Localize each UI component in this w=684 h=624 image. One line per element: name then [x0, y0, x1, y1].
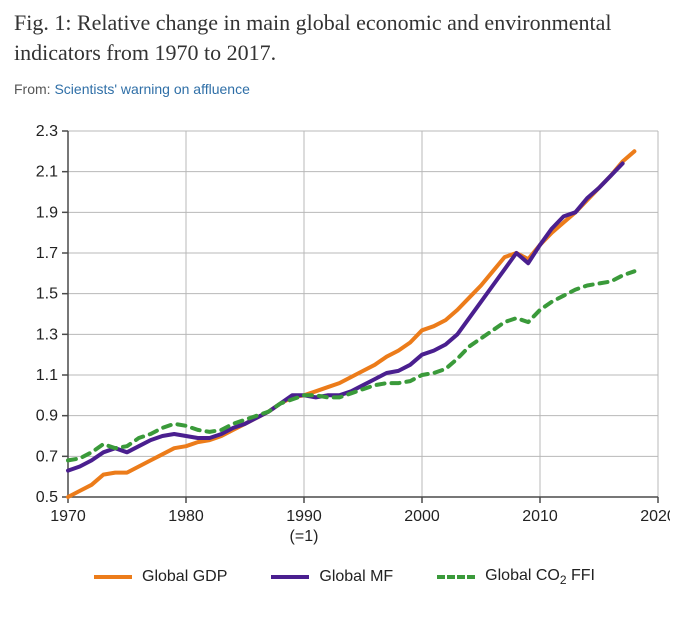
legend-swatch-gdp [94, 575, 132, 579]
from-prefix: From: [14, 81, 54, 97]
chart-svg: 0.5 0.7 0.9 1.1 1.3 1.5 1.7 1.9 2.1 2.3 1970 1980 19… [14, 123, 670, 553]
svg-text:0.7: 0.7 [36, 449, 58, 466]
svg-text:(=1): (=1) [290, 528, 319, 545]
source-link[interactable]: Scientists' warning on affluence [54, 81, 249, 97]
svg-text:1.9: 1.9 [36, 205, 58, 222]
legend-label-co2: Global CO2 FFI [485, 567, 595, 587]
svg-text:1980: 1980 [168, 508, 204, 525]
svg-text:0.5: 0.5 [36, 489, 58, 506]
svg-text:1990: 1990 [286, 508, 322, 525]
legend-swatch-mf [271, 575, 309, 579]
legend-swatch-co2 [437, 575, 475, 579]
line-chart: 0.5 0.7 0.9 1.1 1.3 1.5 1.7 1.9 2.1 2.3 1970 1980 19… [14, 123, 670, 553]
figure-title: Fig. 1: Relative change in main global e… [14, 8, 654, 67]
svg-text:2000: 2000 [404, 508, 440, 525]
svg-text:2.1: 2.1 [36, 164, 58, 181]
svg-text:2010: 2010 [522, 508, 558, 525]
svg-text:1.1: 1.1 [36, 367, 58, 384]
chart-legend: Global GDP Global MF Global CO2 FFI [14, 567, 670, 587]
svg-text:2.3: 2.3 [36, 123, 58, 140]
svg-text:2020: 2020 [640, 508, 670, 525]
svg-text:1.5: 1.5 [36, 286, 58, 303]
legend-label-mf: Global MF [319, 568, 393, 586]
legend-item-co2: Global CO2 FFI [437, 567, 595, 587]
figure-container: Fig. 1: Relative change in main global e… [0, 0, 684, 604]
legend-label-gdp: Global GDP [142, 568, 227, 586]
legend-item-mf: Global MF [271, 568, 393, 586]
svg-text:1.3: 1.3 [36, 327, 58, 344]
svg-text:1.7: 1.7 [36, 245, 58, 262]
svg-text:1970: 1970 [50, 508, 86, 525]
figure-source: From: Scientists' warning on affluence [14, 81, 670, 97]
legend-item-gdp: Global GDP [94, 568, 227, 586]
svg-text:0.9: 0.9 [36, 408, 58, 425]
